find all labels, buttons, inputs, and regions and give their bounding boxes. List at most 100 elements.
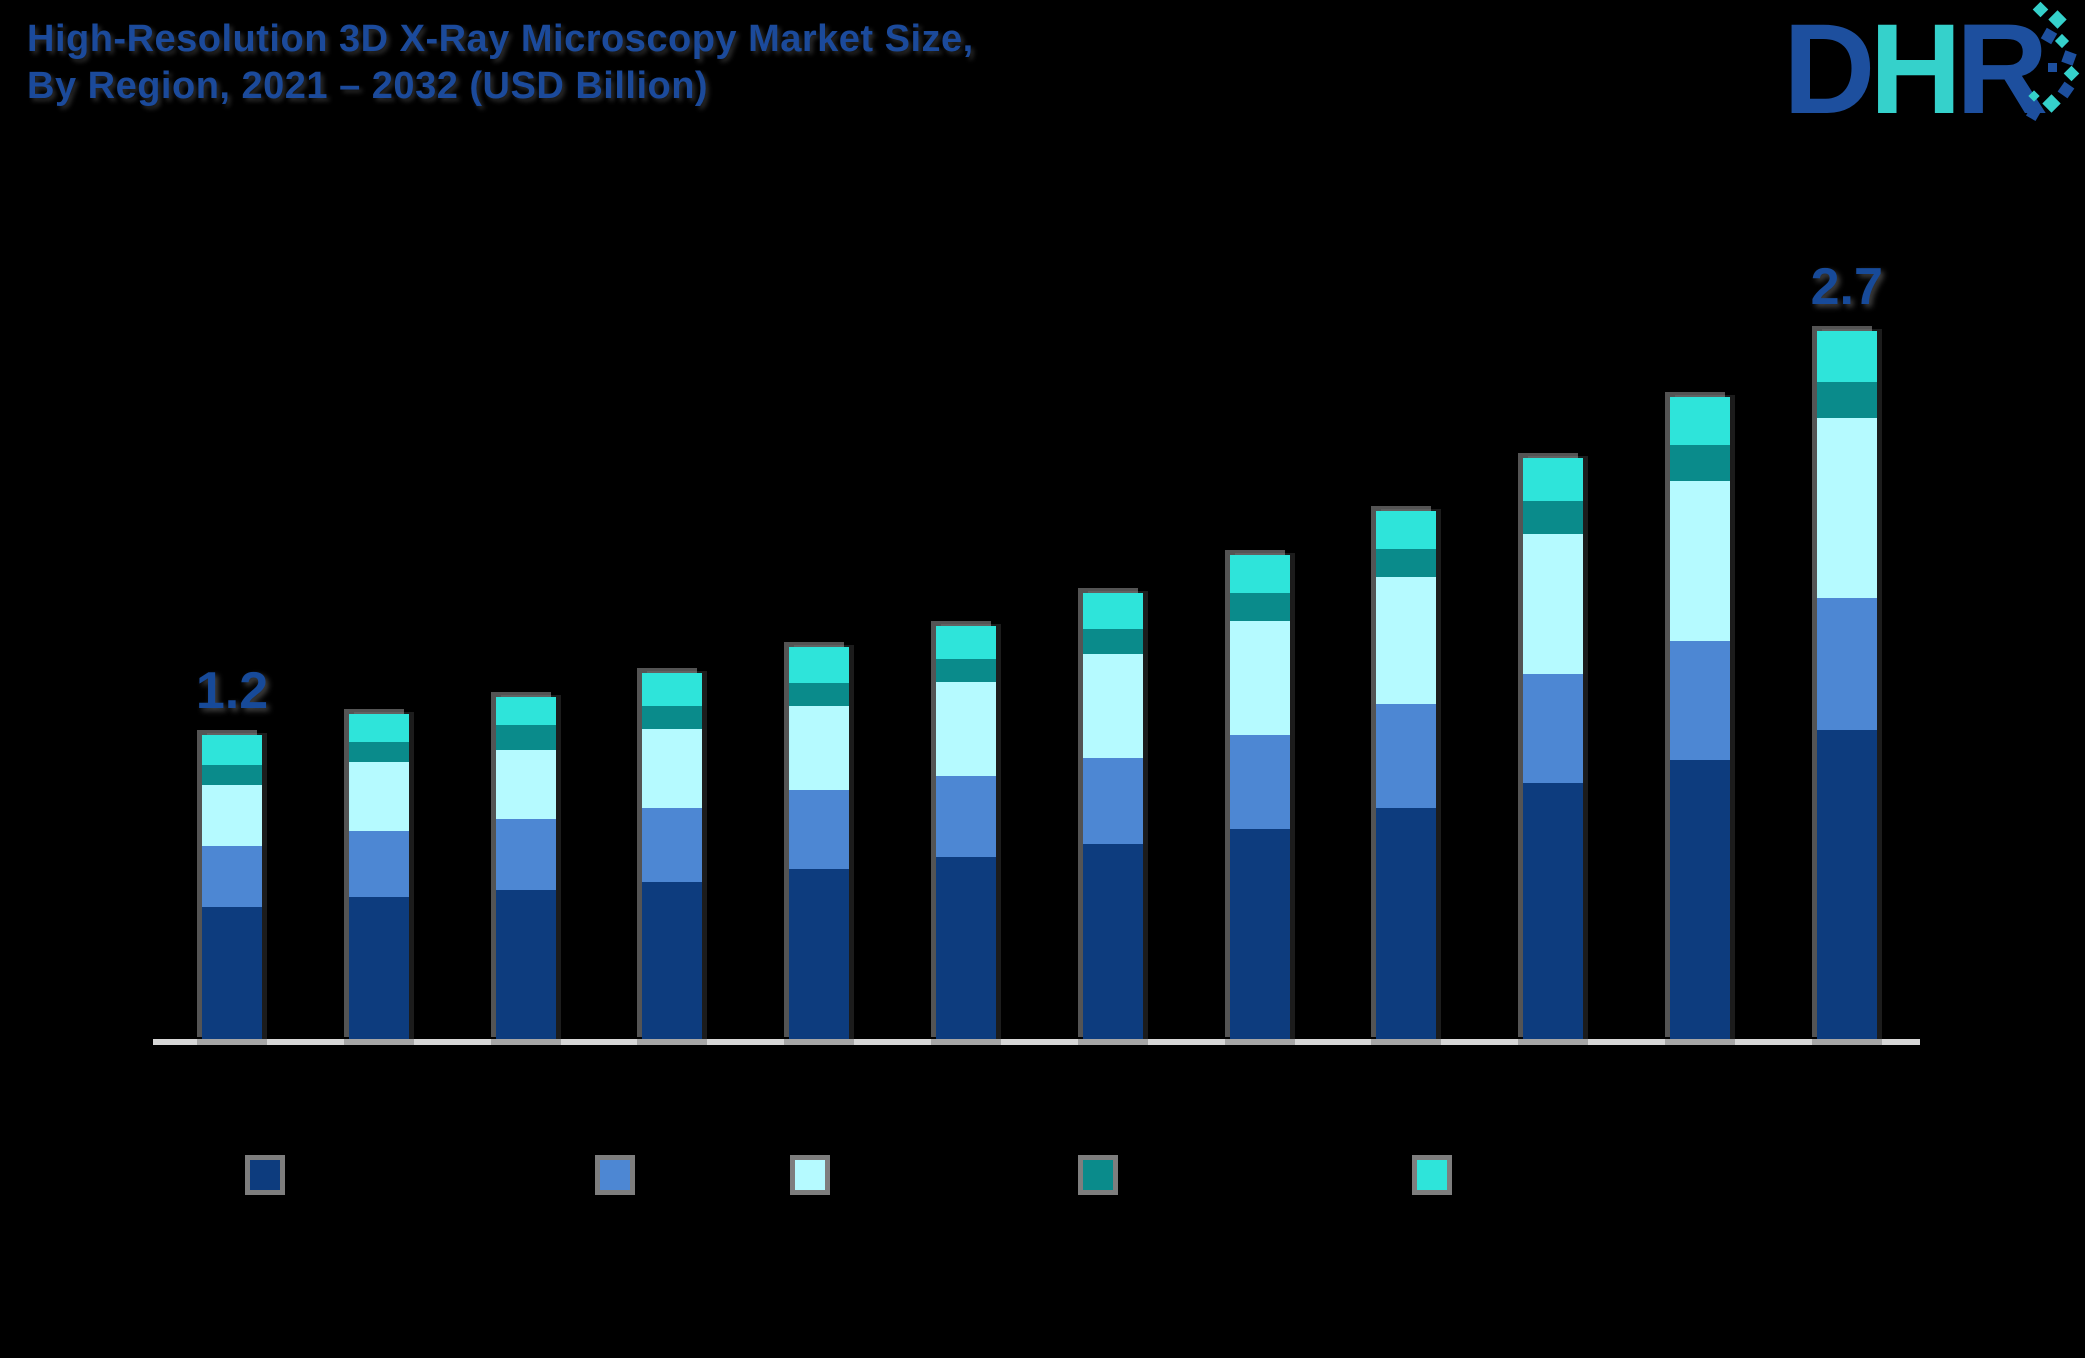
bar-2030-segment-blue	[1523, 674, 1584, 783]
bar-2026-segment-navy	[936, 857, 996, 1042]
bar-2031	[1670, 397, 1730, 1042]
bar-2031-segment-light-cyan	[1670, 481, 1730, 641]
bar-2023-segment-blue	[495, 819, 556, 890]
dhr-logo: DHR	[1783, 0, 2085, 140]
bar-2026-segment-teal	[936, 659, 996, 682]
bar-2027-segment-turquoise	[1082, 593, 1143, 629]
axis-bar-shadow-2028	[1224, 1039, 1295, 1045]
bar-2031-segment-navy	[1670, 760, 1730, 1042]
bar-2025-segment-navy	[789, 869, 850, 1042]
bar-2030-segment-light-cyan	[1523, 534, 1584, 674]
axis-bar-shadow-2026	[931, 1039, 1001, 1045]
bar-2024-segment-teal	[642, 706, 703, 729]
axis-bar-shadow-2025	[784, 1039, 855, 1045]
legend-swatch-navy	[250, 1160, 280, 1190]
bar-2029-segment-blue	[1376, 704, 1437, 808]
bar-2026-segment-blue	[936, 776, 996, 857]
bar-2028-segment-blue	[1229, 735, 1290, 829]
bar-2032-segment-blue	[1816, 598, 1877, 730]
bar-2023-segment-turquoise	[495, 697, 556, 725]
logo-dot-8	[2042, 94, 2061, 113]
dhr-logo-letters: DHR	[1783, 0, 2048, 141]
bar-2024-segment-blue	[642, 808, 703, 882]
bar-2025-segment-blue	[789, 790, 850, 869]
bar-2028-segment-turquoise	[1229, 555, 1290, 593]
axis-bar-shadow-2023	[490, 1039, 561, 1045]
axis-bar-shadow-2032	[1811, 1039, 1882, 1045]
logo-dot-1	[2048, 10, 2067, 29]
bar-2032-segment-turquoise	[1816, 331, 1877, 382]
logo-letter-d: D	[1783, 0, 1875, 141]
bar-2029-segment-navy	[1376, 808, 1437, 1042]
legend-swatch-blue	[600, 1160, 630, 1190]
axis-bar-shadow-2024	[637, 1039, 708, 1045]
bar-2024	[642, 673, 703, 1042]
logo-dot-4	[2061, 50, 2077, 66]
bar-2025-segment-teal	[789, 683, 850, 706]
axis-bar-shadow-2021	[197, 1039, 267, 1045]
logo-letter-r: R	[1955, 0, 2048, 141]
legend-swatch-turquoise	[1417, 1160, 1447, 1190]
bar-2021-segment-teal	[202, 765, 262, 785]
bar-2021-segment-light-cyan	[202, 785, 262, 846]
legend-swatch-teal	[1083, 1160, 1113, 1190]
bar-2026-segment-light-cyan	[936, 682, 996, 776]
axis-bar-shadow-2031	[1665, 1039, 1735, 1045]
chart-title: High-Resolution 3D X-Ray Microscopy Mark…	[27, 16, 974, 110]
bar-2022-segment-blue	[348, 831, 409, 897]
bar-2028-segment-light-cyan	[1229, 621, 1290, 735]
axis-bar-shadow-2030	[1518, 1039, 1589, 1045]
value-label-2021: 1.2	[195, 662, 269, 720]
axis-bar-shadow-2027	[1077, 1039, 1148, 1045]
bar-2025-segment-turquoise	[789, 647, 850, 683]
legend-swatch-light-cyan	[795, 1160, 825, 1190]
bar-2022-segment-turquoise	[348, 714, 409, 742]
bar-2021	[202, 735, 262, 1042]
bar-2031-segment-turquoise	[1670, 397, 1730, 445]
bar-2021-segment-blue	[202, 846, 262, 907]
bar-2025-segment-light-cyan	[789, 706, 850, 790]
bar-2022-segment-teal	[348, 742, 409, 762]
bar-2032-segment-teal	[1816, 382, 1877, 418]
logo-dot-3	[2054, 33, 2070, 49]
bar-2027-segment-navy	[1082, 844, 1143, 1042]
bar-2030	[1523, 458, 1584, 1042]
bar-2021-segment-navy	[202, 907, 262, 1042]
bar-2027-segment-teal	[1082, 629, 1143, 654]
bar-2029-segment-teal	[1376, 549, 1437, 577]
bar-2025	[789, 647, 850, 1042]
bar-2027	[1082, 593, 1143, 1042]
bar-2023-segment-light-cyan	[495, 750, 556, 819]
bar-2032	[1816, 331, 1877, 1042]
bar-2031-segment-teal	[1670, 445, 1730, 481]
bar-2022	[348, 714, 409, 1042]
bar-2030-segment-teal	[1523, 501, 1584, 534]
bar-2029	[1376, 511, 1437, 1042]
logo-dot-5	[2048, 63, 2057, 72]
chart-title-line1: High-Resolution 3D X-Ray Microscopy Mark…	[27, 18, 974, 60]
bar-2023-segment-teal	[495, 725, 556, 750]
x-axis-line	[153, 1039, 1920, 1045]
axis-bar-shadow-2029	[1371, 1039, 1442, 1045]
logo-dot-6	[2063, 65, 2080, 82]
bar-2030-segment-turquoise	[1523, 458, 1584, 501]
bar-2031-segment-blue	[1670, 641, 1730, 760]
bar-2027-segment-light-cyan	[1082, 654, 1143, 758]
bar-2024-segment-navy	[642, 882, 703, 1042]
bar-2024-segment-turquoise	[642, 673, 703, 706]
bar-2023	[495, 697, 556, 1042]
bar-2022-segment-navy	[348, 897, 409, 1042]
bar-2030-segment-navy	[1523, 783, 1584, 1042]
bar-2027-segment-blue	[1082, 758, 1143, 844]
chart-title-line2: By Region, 2021 – 2032 (USD Billion)	[27, 65, 709, 107]
bar-2026-segment-turquoise	[936, 626, 996, 659]
bar-2028	[1229, 555, 1290, 1042]
bar-2029-segment-light-cyan	[1376, 577, 1437, 704]
bar-2028-segment-navy	[1229, 829, 1290, 1042]
bar-2032-segment-navy	[1816, 730, 1877, 1042]
bar-2029-segment-turquoise	[1376, 511, 1437, 549]
logo-letter-h: H	[1869, 0, 1961, 141]
bar-2028-segment-teal	[1229, 593, 1290, 621]
logo-dot-7	[2057, 81, 2075, 99]
